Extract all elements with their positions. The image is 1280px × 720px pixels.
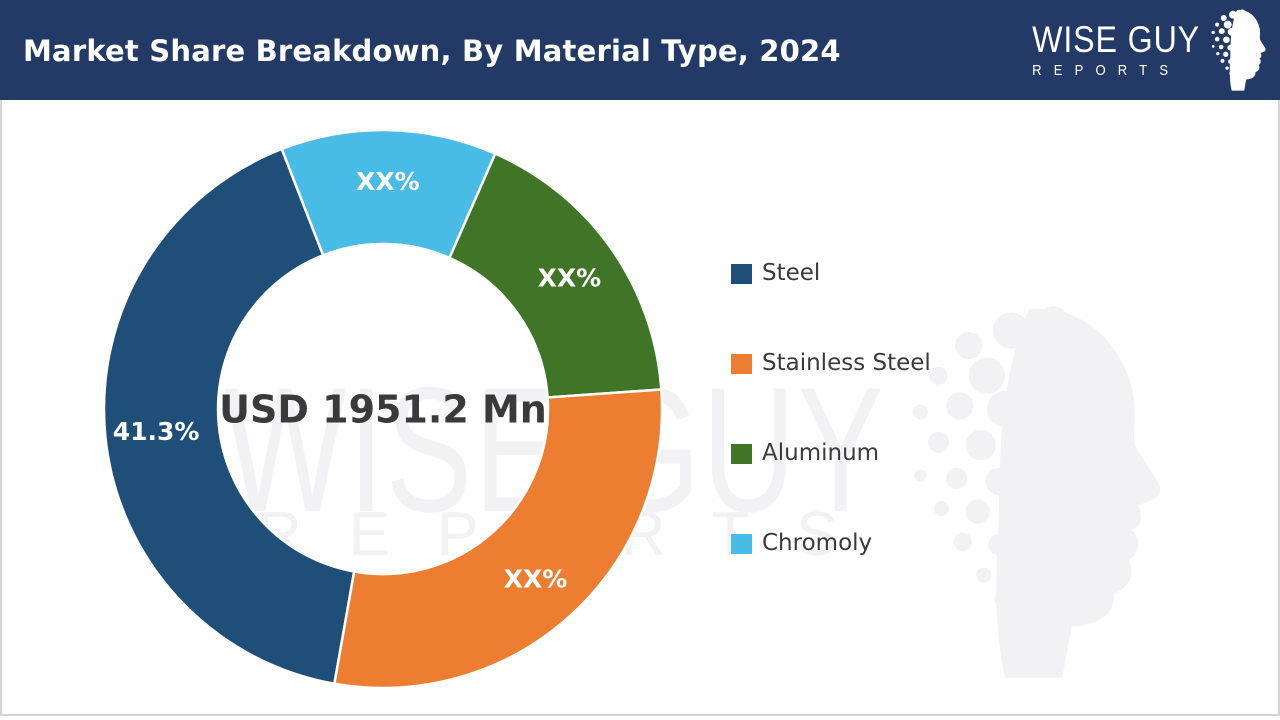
logo-head-icon bbox=[1200, 8, 1266, 92]
segment-label-stainless-steel: XX% bbox=[504, 564, 568, 593]
segment-label-steel: 41.3% bbox=[113, 417, 200, 446]
segment-aluminum bbox=[448, 152, 663, 399]
legend-swatch bbox=[731, 263, 752, 284]
logo-wordmark: WISE GUY bbox=[1032, 19, 1200, 61]
legend-label: Chromoly bbox=[762, 530, 873, 556]
segment-label-chromoly: XX% bbox=[356, 167, 420, 196]
wiseguy-logo: WISE GUY REPORTS bbox=[1007, 6, 1266, 94]
legend-swatch bbox=[731, 533, 752, 554]
legend-label: Stainless Steel bbox=[762, 350, 931, 376]
legend-swatch bbox=[731, 353, 752, 374]
chart-area: WISE GUY REPORTS XX%XX%41.3%XX%USD 1951.… bbox=[0, 100, 1280, 716]
donut-chart: XX% XX% 41.3% XX% USD 1951.2 Mn bbox=[102, 128, 664, 690]
legend-label: Steel bbox=[762, 260, 821, 286]
segment-label-aluminum: XX% bbox=[538, 264, 602, 293]
chart-legend: Steel Stainless Steel Aluminum Chromoly bbox=[731, 260, 931, 623]
donut-center-value: USD 1951.2 Mn bbox=[219, 387, 547, 431]
legend-item-steel: Steel bbox=[731, 260, 931, 286]
page-title: Market Share Breakdown, By Material Type… bbox=[23, 34, 841, 68]
logo-subtext: REPORTS bbox=[1032, 61, 1181, 79]
header-bar: Market Share Breakdown, By Material Type… bbox=[0, 0, 1280, 100]
segment-stainless-steel bbox=[333, 388, 664, 690]
legend-item-chromoly: Chromoly bbox=[731, 530, 931, 556]
legend-item-aluminum: Aluminum bbox=[731, 440, 931, 466]
legend-swatch bbox=[731, 443, 752, 464]
legend-item-stainless-steel: Stainless Steel bbox=[731, 350, 931, 376]
segment-steel bbox=[102, 147, 356, 685]
legend-label: Aluminum bbox=[762, 440, 880, 466]
